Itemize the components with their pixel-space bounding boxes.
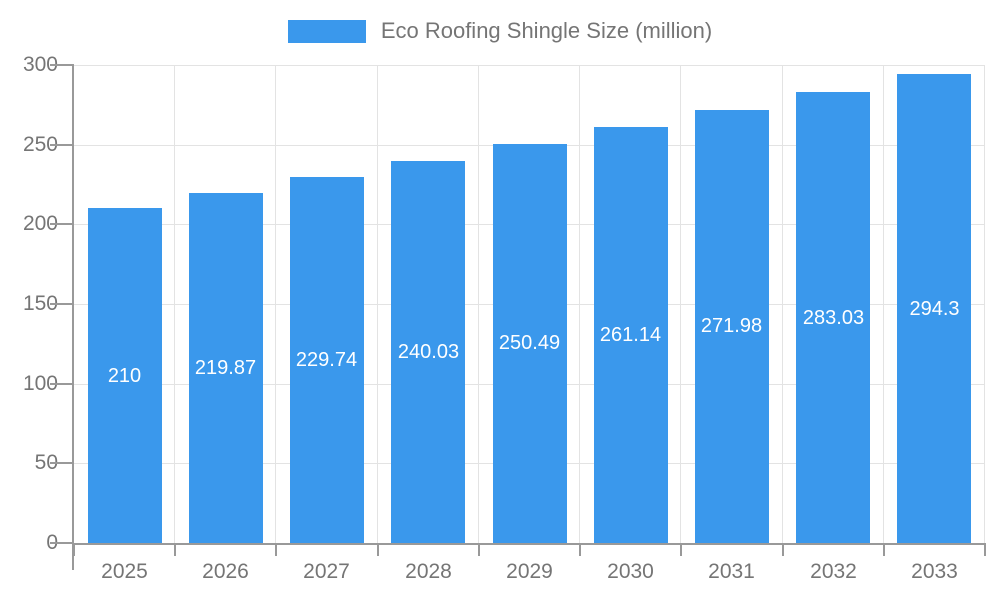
gridline-horizontal	[74, 65, 985, 66]
y-axis-tick-label: 50	[34, 451, 58, 475]
x-axis-tick	[782, 543, 784, 556]
x-axis-line	[72, 543, 985, 545]
x-axis-tick-label: 2032	[810, 560, 857, 583]
gridline-vertical	[174, 65, 175, 543]
x-axis-tick	[174, 543, 176, 556]
bar-2033[interactable]	[897, 74, 971, 543]
y-axis-tick	[50, 223, 74, 226]
bar-2028[interactable]	[391, 161, 465, 543]
x-axis-tick	[478, 543, 480, 556]
gridline-vertical	[984, 65, 985, 543]
legend-label: Eco Roofing Shingle Size (million)	[380, 18, 713, 43]
x-axis-tick	[377, 543, 379, 556]
plot-area: 210 219.87 229.74 240.03 250.49 261.14 271.98 2…	[50, 64, 986, 570]
gridline-vertical	[478, 65, 479, 543]
x-axis-tick	[984, 543, 986, 556]
legend-item[interactable]: Eco Roofing Shingle Size (million)	[0, 18, 1000, 44]
y-axis-tick	[50, 143, 74, 146]
x-axis-tick-label: 2031	[708, 560, 755, 583]
gridline-vertical	[579, 65, 580, 543]
y-axis-tick	[50, 64, 74, 66]
y-axis-tick-label: 250	[22, 132, 58, 156]
gridline-vertical	[883, 65, 884, 543]
bar-2030[interactable]	[594, 127, 668, 543]
x-axis-tick	[579, 543, 581, 556]
y-axis-tick-label: 100	[22, 371, 58, 395]
bar-2029[interactable]	[493, 144, 567, 543]
x-axis-tick-label: 2033	[911, 560, 958, 583]
gridline-vertical	[680, 65, 681, 543]
x-axis-tick	[883, 543, 885, 556]
x-axis-tick-label: 2030	[607, 560, 654, 583]
gridline-vertical	[377, 65, 378, 543]
x-axis-tick	[680, 543, 682, 556]
y-axis-tick-label: 150	[22, 292, 58, 315]
x-axis-tick	[73, 543, 75, 556]
gridline-vertical	[275, 65, 276, 543]
x-axis-tick-label: 2026	[202, 560, 249, 583]
y-axis-tick-label: 300	[22, 53, 58, 76]
y-axis-tick	[50, 542, 74, 544]
y-axis-tick	[50, 382, 74, 385]
bar-2026[interactable]	[189, 193, 263, 543]
x-axis-tick-label: 2028	[405, 560, 452, 583]
y-axis-tick	[50, 462, 74, 465]
y-axis-tick-label: 200	[22, 212, 58, 236]
gridline-vertical	[782, 65, 783, 543]
bar-2027[interactable]	[290, 177, 364, 543]
legend-swatch-icon	[287, 19, 366, 43]
y-axis-tick	[50, 303, 74, 305]
x-axis-tick-label: 2025	[101, 560, 148, 583]
bar-2031[interactable]	[695, 110, 769, 543]
x-axis-tick-label: 2027	[303, 560, 350, 583]
x-axis-tick	[275, 543, 277, 556]
bar-2032[interactable]	[796, 92, 870, 543]
y-axis-line	[72, 65, 74, 570]
bar-2025[interactable]	[88, 208, 162, 543]
x-axis-tick-label: 2029	[506, 560, 553, 583]
